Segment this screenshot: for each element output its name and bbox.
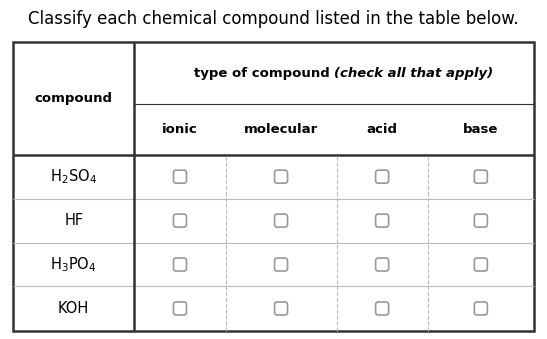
Text: KOH: KOH bbox=[58, 301, 89, 316]
Bar bbox=[13, 42, 534, 331]
Text: type of compound: type of compound bbox=[194, 66, 334, 80]
Text: $\mathregular{H_2SO_4}$: $\mathregular{H_2SO_4}$ bbox=[50, 167, 97, 186]
Text: Classify each chemical compound listed in the table below.: Classify each chemical compound listed i… bbox=[28, 10, 519, 28]
Text: ionic: ionic bbox=[162, 123, 198, 136]
Text: acid: acid bbox=[366, 123, 398, 136]
Text: compound: compound bbox=[34, 92, 113, 105]
Text: molecular: molecular bbox=[244, 123, 318, 136]
Text: (check all that apply): (check all that apply) bbox=[334, 66, 493, 80]
Text: HF: HF bbox=[64, 213, 83, 228]
Text: base: base bbox=[463, 123, 498, 136]
Text: $\mathregular{H_3PO_4}$: $\mathregular{H_3PO_4}$ bbox=[50, 255, 97, 274]
